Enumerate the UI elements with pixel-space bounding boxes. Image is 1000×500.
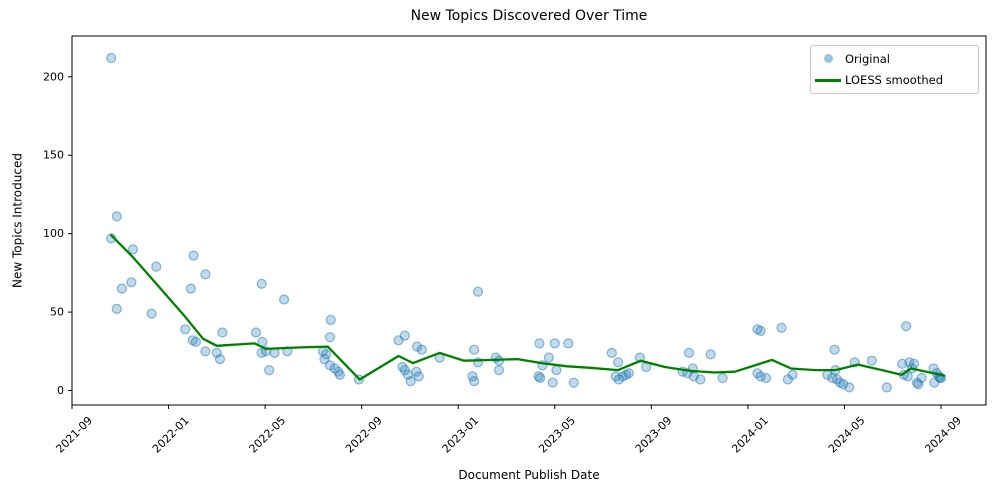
svg-text:100: 100	[43, 227, 64, 240]
svg-text:2021-09: 2021-09	[53, 414, 95, 456]
svg-text:50: 50	[50, 306, 64, 319]
svg-text:2023-05: 2023-05	[536, 414, 578, 456]
legend-item-original: Original	[811, 50, 978, 67]
loess-line	[110, 234, 946, 381]
line-swatch-icon	[811, 78, 845, 82]
legend-label-original: Original	[845, 51, 891, 66]
svg-text:2023-01: 2023-01	[440, 414, 482, 456]
svg-text:200: 200	[43, 70, 64, 83]
svg-text:2022-09: 2022-09	[343, 414, 385, 456]
svg-text:2022-05: 2022-05	[247, 414, 289, 456]
svg-text:0: 0	[57, 384, 64, 397]
legend: Original LOESS smoothed	[810, 45, 979, 94]
chart-title: New Topics Discovered Over Time	[410, 8, 648, 24]
y-axis-label: New Topics Introduced	[10, 153, 25, 288]
legend-label-loess: LOESS smoothed	[845, 73, 944, 88]
scatter-marker-icon	[811, 54, 845, 64]
svg-text:2024-09: 2024-09	[922, 414, 964, 456]
svg-text:2024-05: 2024-05	[826, 414, 868, 456]
svg-text:150: 150	[43, 149, 64, 162]
legend-item-loess: LOESS smoothed	[811, 72, 978, 89]
svg-text:2023-09: 2023-09	[633, 414, 675, 456]
y-axis: 0 50 100 150 200	[43, 70, 72, 397]
x-axis-label: Document Publish Date	[458, 468, 600, 482]
svg-text:2022-01: 2022-01	[150, 414, 192, 456]
svg-text:2024-01: 2024-01	[729, 414, 771, 456]
x-axis: 2021-09 2022-01 2022-05 2022-09 2023-01 2023-…	[53, 405, 964, 456]
scatter-points	[106, 52, 947, 393]
plot-frame	[71, 35, 987, 406]
